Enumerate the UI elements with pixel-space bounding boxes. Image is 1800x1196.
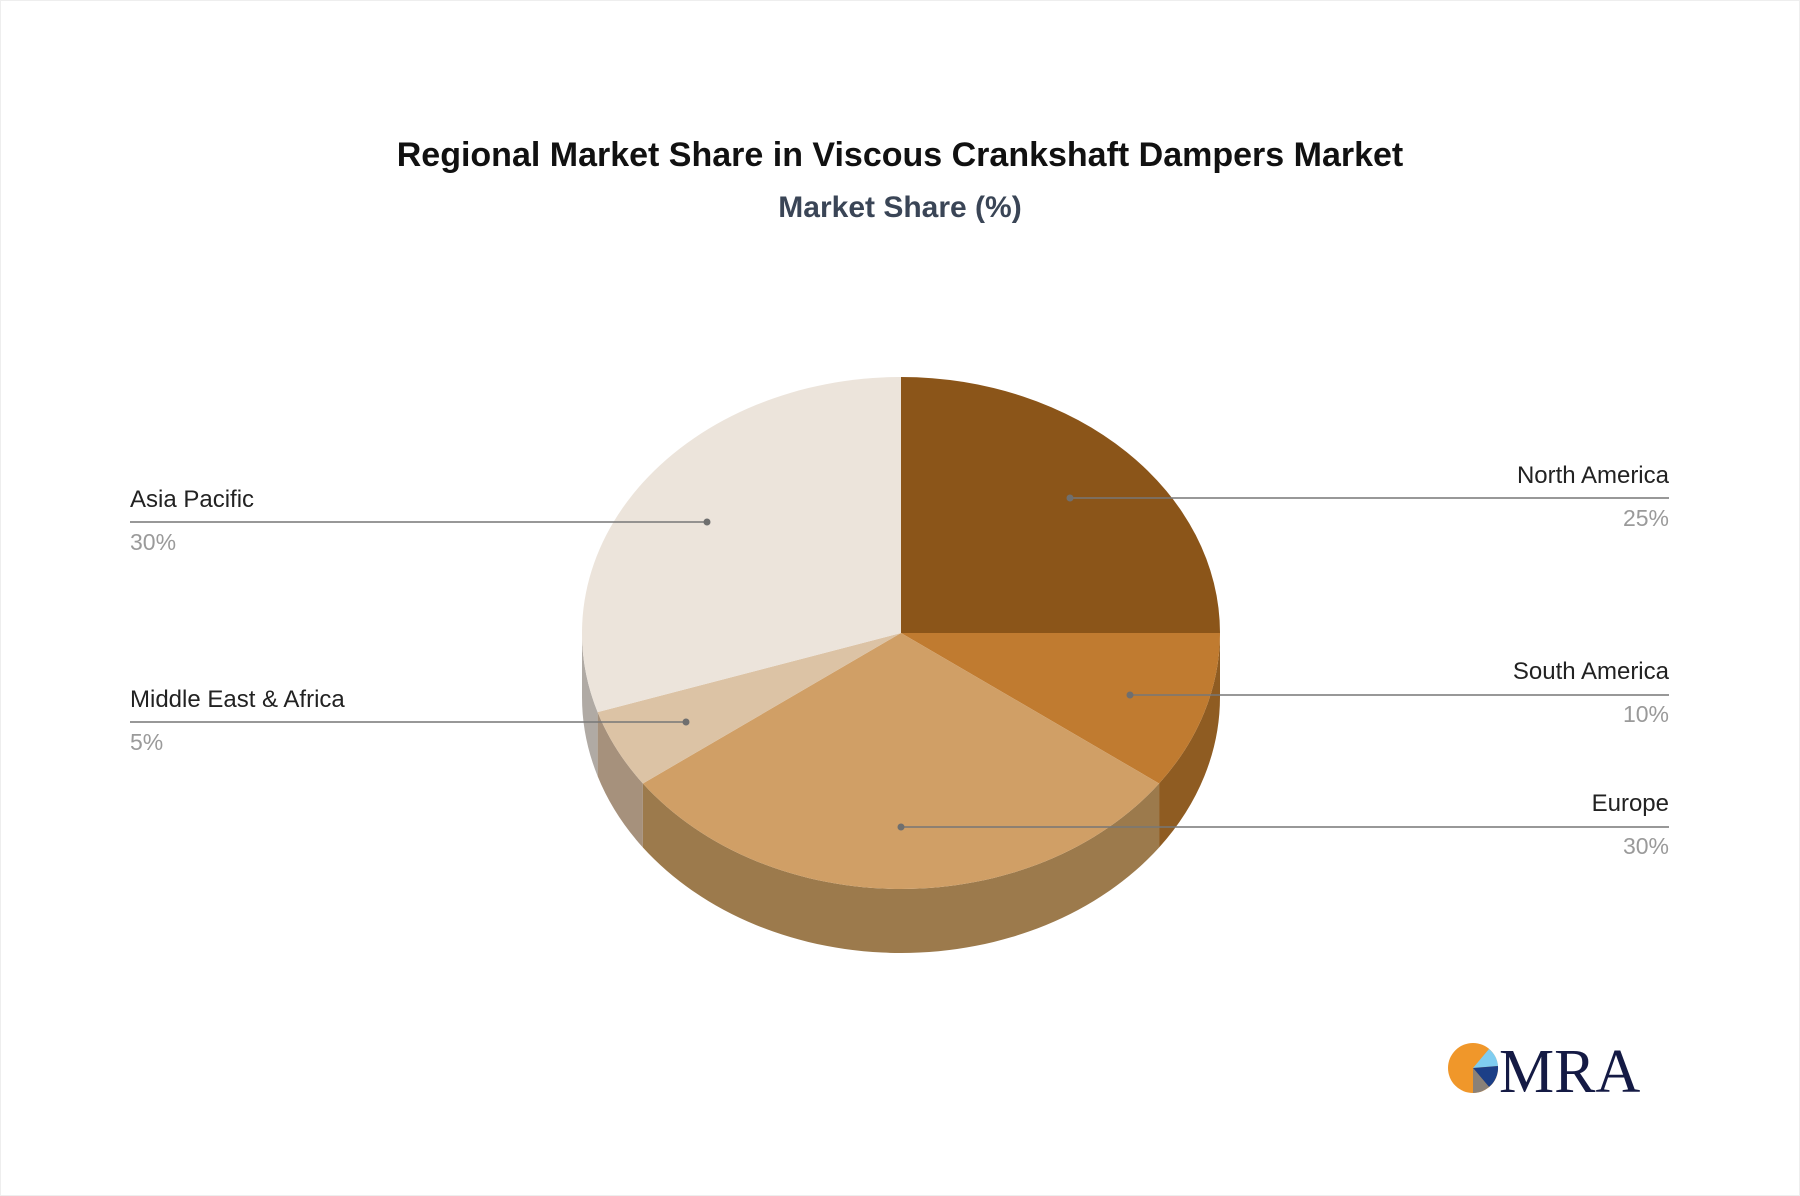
logo-text: MRA [1499,1038,1640,1100]
label-europe: Europe [1591,790,1669,817]
pie-slice-asia-pacific [582,377,901,713]
pie-slice-south-america [901,633,1220,784]
logo-pie-blue-dark [1473,1066,1499,1087]
label-asia-pacific: Asia Pacific [130,486,255,513]
chart-subtitle: Market Share (%) [778,191,1022,224]
leader-dot-europe [897,823,905,831]
logo-pie-blue-light [1473,1049,1498,1068]
pct-europe: 30% [1622,833,1669,859]
pct-asia-pacific: 30% [130,529,177,555]
pct-middle-east-africa: 5% [130,729,164,755]
label-south-america: South America [1512,658,1669,685]
pct-north-america: 25% [1622,505,1669,531]
chart-title: Regional Market Share in Viscous Cranksh… [396,136,1404,174]
leader-dot-asia-pacific [703,518,711,526]
label-north-america: North America [1516,462,1669,489]
logo-pie-grey [1473,1068,1489,1093]
leader-dot-south-america [1126,691,1134,699]
pie-side-south-america [1159,633,1220,848]
leader-dot-north-america [1066,494,1074,502]
mra-logo: MRA [1448,1038,1640,1100]
pct-south-america: 10% [1622,701,1669,727]
pie-slice-europe [642,633,1160,889]
pie-side-europe [642,783,1160,953]
pie-side-middle-east-africa [597,712,643,848]
label-middle-east-africa: Middle East & Africa [130,686,345,713]
pie-side-asia-pacific [582,633,598,777]
pie-slice-north-america [901,377,1220,633]
leader-dot-middle-east-africa [682,718,690,726]
pie-slice-middle-east-africa [597,633,901,784]
